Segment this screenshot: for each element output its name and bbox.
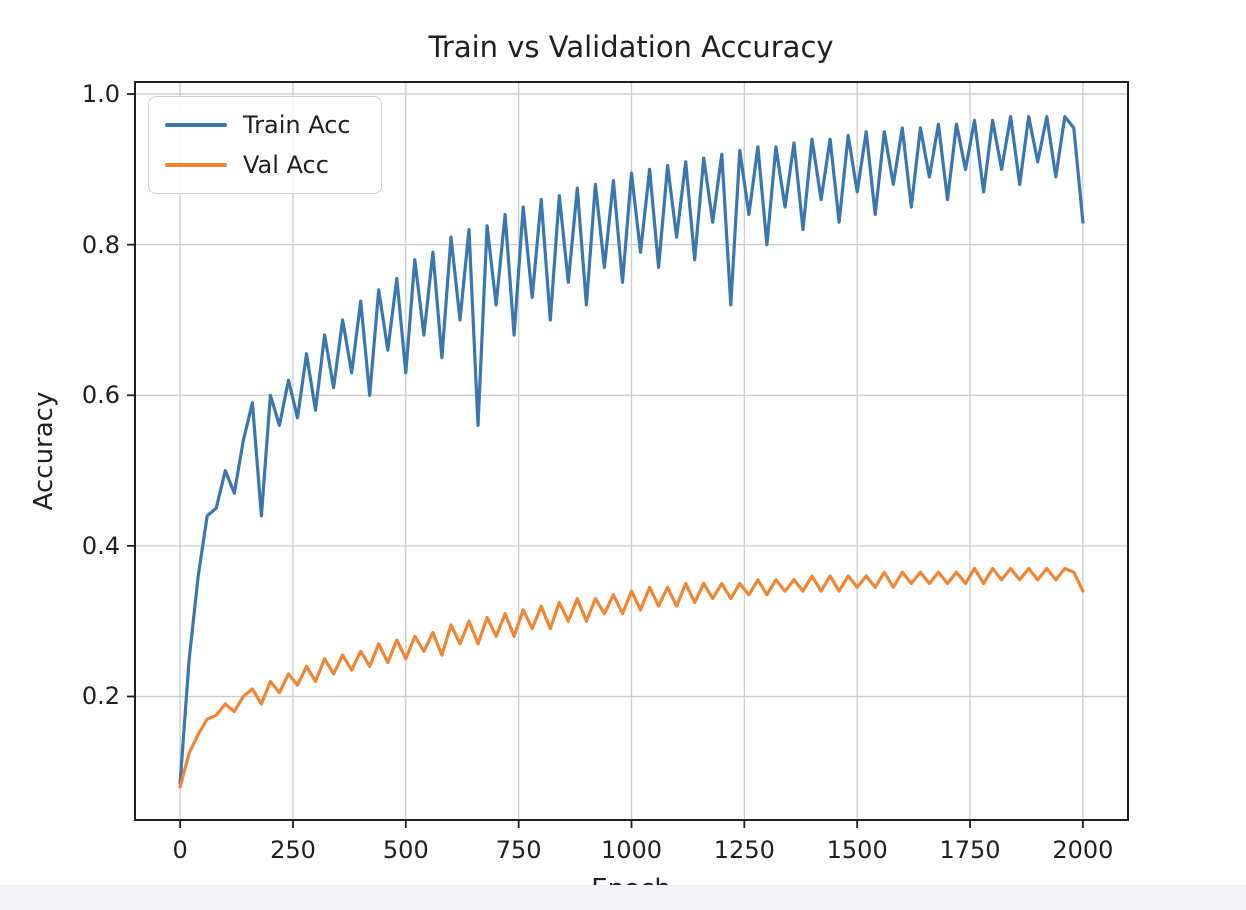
window-bottom-edge <box>0 885 1246 910</box>
y-tick-label-1.0: 1.0 <box>81 80 120 109</box>
train-acc-line-swatch <box>165 123 227 127</box>
x-tick-label-1250: 1250 <box>713 836 775 864</box>
legend: Train Acc Val Acc <box>148 96 382 194</box>
x-tick-label-2000: 2000 <box>1052 836 1114 864</box>
y-tick-label-0.4: 0.4 <box>81 531 120 560</box>
x-tick-label-1000: 1000 <box>600 836 663 864</box>
val-acc-line-swatch <box>165 163 227 167</box>
legend-item-train-acc: Train Acc <box>165 111 361 139</box>
y-tick-label-0.6: 0.6 <box>81 381 120 410</box>
x-tick-label-500: 500 <box>382 836 429 864</box>
x-tick-label-1500: 1500 <box>826 836 888 864</box>
legend-item-val-acc: Val Acc <box>165 151 361 179</box>
y-tick-label-0.8: 0.8 <box>81 230 120 259</box>
chart-title: Train vs Validation Accuracy <box>428 30 834 64</box>
x-tick-label-1750: 1750 <box>939 836 1001 864</box>
y-axis-label: Accuracy <box>29 391 59 511</box>
legend-label-train-acc: Train Acc <box>243 111 351 139</box>
x-tick-label-0: 0 <box>172 836 188 864</box>
x-tick-label-250: 250 <box>270 836 316 864</box>
y-tick-label-0.2: 0.2 <box>81 682 120 711</box>
legend-label-val-acc: Val Acc <box>243 151 329 179</box>
x-tick-label-750: 750 <box>495 836 542 864</box>
